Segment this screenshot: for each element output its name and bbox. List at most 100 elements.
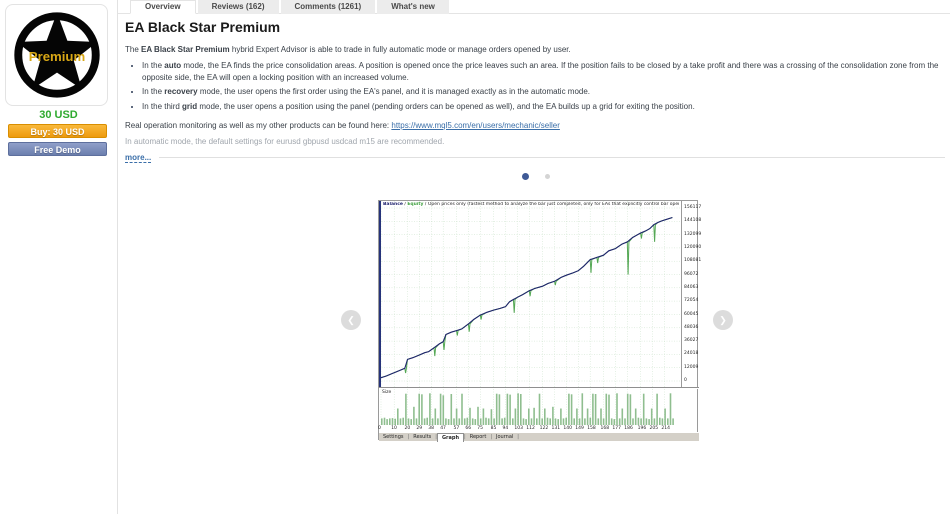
lot-bar (656, 393, 658, 425)
size-pane-label: Size (382, 390, 392, 395)
lot-bar (509, 394, 511, 425)
carousel-next-icon[interactable]: ❯ (713, 310, 733, 330)
tab-whats-new[interactable]: What's new (377, 0, 449, 14)
more-link[interactable]: more... (125, 152, 152, 163)
lot-bar (429, 393, 431, 425)
lot-bar (421, 394, 423, 425)
lot-bar (610, 418, 613, 425)
tab-overview[interactable]: Overview (130, 0, 196, 14)
x-tick-label: 47 (440, 426, 446, 431)
lot-bar (466, 417, 469, 425)
lot-bar (576, 408, 578, 425)
lot-bar (455, 408, 458, 425)
lot-size-svg (380, 389, 674, 425)
balance-equity-plot (379, 201, 681, 387)
lot-bar (383, 417, 386, 425)
lot-bar (487, 418, 490, 425)
buy-button[interactable]: Buy: 30 USD (8, 124, 107, 138)
black-star-logo-icon: Premium (13, 12, 100, 98)
feature-auto-mode: In the auto mode, the EA finds the price… (142, 60, 945, 83)
lot-size-pane: Size (379, 389, 681, 425)
lot-bar (445, 418, 447, 425)
lot-bar (437, 418, 439, 425)
lot-bar (423, 418, 426, 425)
lot-bar (394, 418, 396, 425)
lot-bar (450, 394, 453, 425)
lot-bar (501, 418, 503, 425)
lot-bar (413, 406, 415, 425)
lot-bar (642, 393, 645, 425)
tab-comments[interactable]: Comments (1261) (280, 0, 376, 14)
lot-bar (600, 408, 602, 425)
carousel-dot-1[interactable] (522, 173, 529, 180)
monitoring-text: Real operation monitoring as well as my … (125, 120, 392, 130)
tab-reviews[interactable]: Reviews (162) (197, 0, 279, 14)
lot-bar (629, 394, 632, 425)
carousel-prev-icon[interactable]: ❮ (341, 310, 361, 330)
product-logo: Premium (5, 4, 108, 106)
lot-bar (605, 393, 608, 425)
bullet-post: mode, the EA finds the price consolidati… (142, 61, 939, 82)
lot-bar (653, 418, 656, 425)
mt4-tab-separator: | (435, 434, 437, 440)
free-demo-button[interactable]: Free Demo (8, 142, 107, 156)
lot-bar (616, 393, 618, 425)
lot-bar (632, 418, 634, 425)
x-tick-label: 0 (378, 426, 381, 431)
lot-bar (667, 418, 669, 425)
lot-bar (389, 418, 391, 425)
lot-bar (602, 418, 605, 425)
y-tick-label: 24018 (684, 351, 699, 357)
lot-bar (565, 417, 567, 425)
lot-bar (608, 394, 610, 425)
lot-bar (618, 418, 621, 425)
lot-bar (570, 394, 573, 425)
mt4-tab-graph: Graph (436, 432, 465, 442)
x-tick-label: 38 (428, 426, 435, 431)
x-tick-label: 196 (637, 426, 647, 431)
lot-bar (434, 408, 437, 425)
lot-bar (453, 418, 455, 425)
chart-left-strip (379, 201, 381, 387)
x-tick-label: 186 (624, 426, 633, 431)
lot-bar (477, 406, 479, 425)
bullet-pre: In the third (142, 101, 183, 111)
feature-list: In the auto mode, the EA finds the price… (125, 60, 945, 112)
x-tick-label: 94 (502, 426, 509, 431)
lot-bar (405, 393, 407, 425)
x-tick-label: 85 (490, 426, 497, 431)
lot-bar (479, 418, 482, 425)
lot-bar (552, 406, 554, 425)
lot-bar (541, 418, 543, 425)
y-tick-label: 0 (684, 378, 687, 383)
lot-bar (669, 393, 672, 425)
x-tick-label: 20 (404, 426, 411, 431)
lot-bar (549, 418, 551, 425)
lot-bar (381, 418, 383, 425)
lot-bar (482, 408, 485, 425)
lot-bar (626, 393, 629, 425)
price-label: 30 USD (39, 109, 78, 121)
carousel-dot-2[interactable] (545, 174, 550, 179)
lot-bar (536, 418, 538, 425)
lot-bar (474, 419, 477, 425)
intro-paragraph: The EA Black Star Premium hybrid Expert … (125, 44, 945, 55)
monitoring-paragraph: Real operation monitoring as well as my … (125, 120, 945, 131)
seller-link[interactable]: https://www.mql5.com/en/users/mechanic/s… (391, 120, 560, 130)
lot-bar (581, 393, 584, 425)
header-sep: / (402, 202, 408, 207)
mt4-tab-separator: | (407, 434, 410, 440)
pane-splitter (379, 387, 699, 389)
x-tick-label: 29 (416, 426, 423, 431)
lot-bar (578, 418, 581, 425)
lot-bar (493, 418, 495, 425)
mt4-tab-separator: | (517, 434, 519, 440)
y-tick-label: 96072 (684, 271, 699, 277)
horizontal-rule (159, 157, 945, 159)
mt4-tab-settings: Settings (383, 433, 404, 440)
lot-bar (522, 418, 525, 425)
equity-word: Equity (407, 202, 424, 207)
y-axis-labels: 0 12009 24018 36027 48036 60045 72054 84063 9607… (681, 201, 701, 387)
x-tick-label: 10 (391, 426, 397, 431)
